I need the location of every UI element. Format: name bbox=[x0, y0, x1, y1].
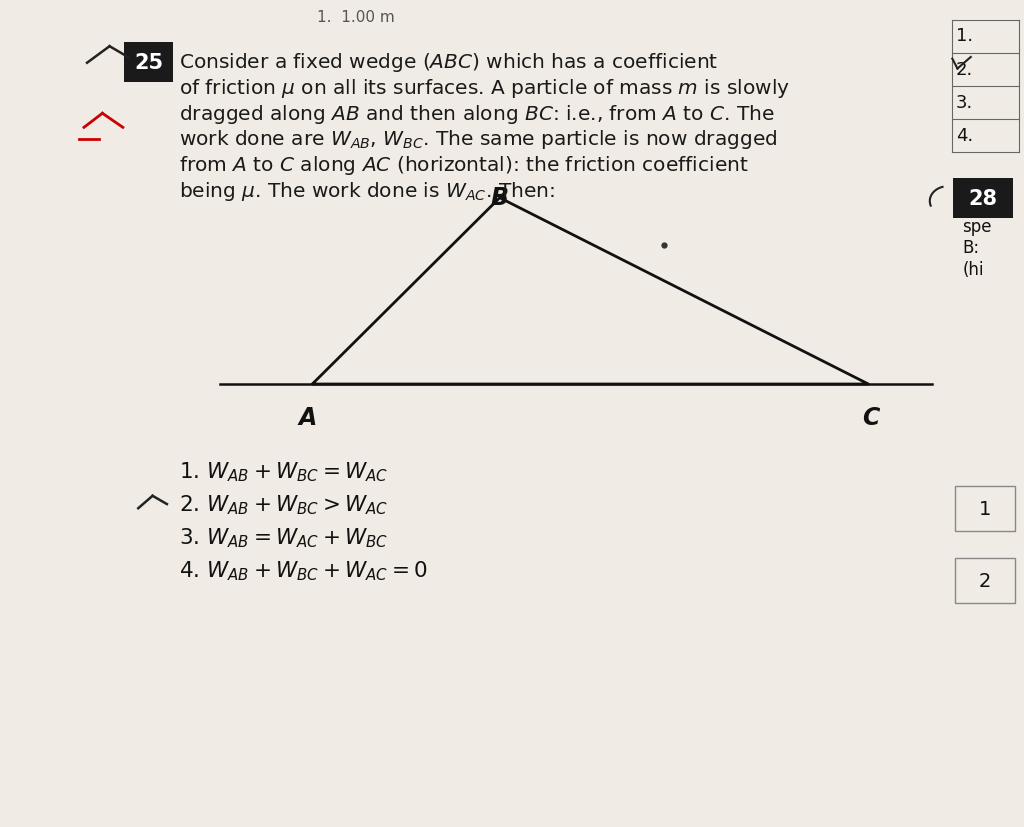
FancyBboxPatch shape bbox=[955, 558, 1015, 603]
Text: Consider a fixed wedge ($ABC$) which has a coefficient: Consider a fixed wedge ($ABC$) which has… bbox=[179, 51, 719, 74]
Text: 28: 28 bbox=[969, 189, 997, 208]
FancyBboxPatch shape bbox=[953, 179, 1013, 218]
Text: 1. $W_{AB} + W_{BC} = W_{AC}$: 1. $W_{AB} + W_{BC} = W_{AC}$ bbox=[179, 460, 388, 483]
Text: 2.: 2. bbox=[956, 60, 973, 79]
Text: B: B bbox=[490, 186, 509, 210]
Text: 1.  1.00 m: 1. 1.00 m bbox=[317, 10, 395, 25]
FancyBboxPatch shape bbox=[955, 486, 1015, 531]
Text: C: C bbox=[862, 405, 879, 429]
Text: 25: 25 bbox=[134, 53, 163, 73]
Text: 1.: 1. bbox=[956, 27, 973, 45]
Text: from $A$ to $C$ along $AC$ (horizontal): the friction coefficient: from $A$ to $C$ along $AC$ (horizontal):… bbox=[179, 154, 749, 177]
Text: being $\mu$. The work done is $W_{AC}$. Then:: being $\mu$. The work done is $W_{AC}$. … bbox=[179, 179, 555, 203]
FancyBboxPatch shape bbox=[124, 43, 173, 83]
Text: dragged along $AB$ and then along $BC$: i.e., from $A$ to $C$. The: dragged along $AB$ and then along $BC$: … bbox=[179, 103, 775, 126]
Text: 2: 2 bbox=[979, 571, 991, 590]
Text: 2. $W_{AB} + W_{BC} > W_{AC}$: 2. $W_{AB} + W_{BC} > W_{AC}$ bbox=[179, 493, 388, 516]
Text: work done are $W_{AB}$, $W_{BC}$. The same particle is now dragged: work done are $W_{AB}$, $W_{BC}$. The sa… bbox=[179, 128, 777, 151]
Text: 4.: 4. bbox=[956, 127, 973, 145]
Text: 4. $W_{AB} + W_{BC} + W_{AC} = 0$: 4. $W_{AB} + W_{BC} + W_{AC} = 0$ bbox=[179, 559, 428, 582]
Text: 3.: 3. bbox=[956, 93, 973, 112]
Text: of friction $\mu$ on all its surfaces. A particle of mass $m$ is slowly: of friction $\mu$ on all its surfaces. A… bbox=[179, 77, 791, 100]
Text: (hi: (hi bbox=[963, 261, 984, 279]
Text: 1: 1 bbox=[979, 500, 991, 518]
Text: spe: spe bbox=[963, 218, 992, 236]
Text: B:: B: bbox=[963, 239, 980, 257]
Text: A: A bbox=[298, 405, 316, 429]
Text: 3. $W_{AB} = W_{AC} + W_{BC}$: 3. $W_{AB} = W_{AC} + W_{BC}$ bbox=[179, 526, 388, 549]
